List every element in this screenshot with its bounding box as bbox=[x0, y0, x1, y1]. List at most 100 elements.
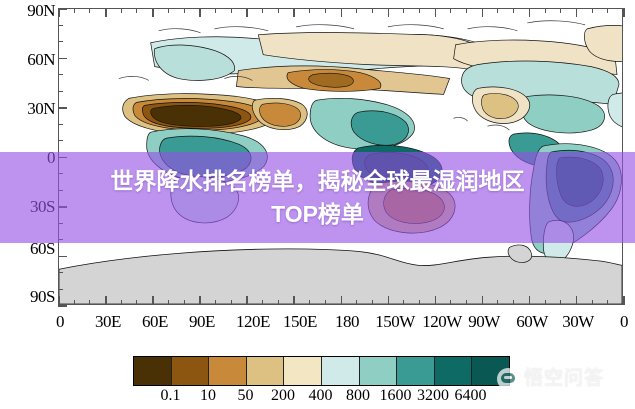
x-tick-minor bbox=[120, 300, 122, 305]
x-tick-minor bbox=[214, 8, 216, 13]
x-tick bbox=[199, 8, 201, 17]
y-tick-label: 30N bbox=[27, 99, 55, 118]
x-tick-minor bbox=[214, 300, 216, 305]
colorbar-tick-label: 50 bbox=[237, 387, 254, 404]
x-tick bbox=[575, 296, 578, 305]
colorbar-tick-label: 10 bbox=[200, 387, 216, 404]
x-tick-label: 60E bbox=[142, 312, 168, 331]
x-tick bbox=[623, 8, 625, 17]
x-tick-label: 150E bbox=[283, 312, 317, 331]
x-tick bbox=[105, 296, 107, 305]
x-tick bbox=[434, 296, 437, 305]
x-tick bbox=[58, 296, 60, 305]
x-tick-minor bbox=[73, 300, 75, 305]
x-tick-minor bbox=[513, 300, 515, 305]
x-tick-minor bbox=[591, 8, 593, 13]
x-tick-minor bbox=[230, 8, 232, 13]
x-tick-minor bbox=[324, 8, 326, 13]
y-tick-label: 60N bbox=[27, 50, 55, 69]
x-tick-minor bbox=[513, 8, 515, 13]
colorbar-swatch bbox=[134, 357, 171, 385]
y-tick-minor bbox=[58, 24, 63, 26]
x-tick bbox=[340, 296, 342, 305]
y-tick-minor bbox=[58, 41, 63, 42]
colorbar-labels: 0.1 10 50 200 400 800 1600 3200 6400 bbox=[0, 387, 635, 409]
page-title: 世界降水排名榜单，揭秘全球最湿润地区 TOP榜单 bbox=[0, 152, 635, 243]
y-axis-labels: 90N 60N 30N 0 30S 60S 90S bbox=[0, 0, 55, 310]
x-tick-minor bbox=[136, 8, 138, 13]
y-tick-label: 60S bbox=[30, 239, 55, 258]
colorbar-tick-label: 1600 bbox=[379, 387, 412, 404]
x-tick-minor bbox=[403, 300, 405, 305]
x-tick-minor bbox=[591, 300, 593, 305]
x-tick-minor bbox=[309, 300, 311, 305]
x-tick-minor bbox=[418, 300, 420, 305]
x-tick bbox=[623, 296, 625, 305]
x-tick-minor bbox=[466, 300, 468, 305]
x-tick-minor bbox=[73, 8, 75, 13]
y-tick-minor bbox=[58, 74, 63, 75]
x-tick bbox=[387, 296, 390, 305]
colorbar-tick-label: 200 bbox=[271, 387, 295, 404]
y-tick bbox=[58, 107, 67, 109]
x-tick bbox=[105, 8, 107, 17]
x-tick-label: 0 bbox=[56, 312, 65, 331]
y-tick-minor bbox=[58, 90, 63, 92]
map-plot-area bbox=[58, 8, 623, 305]
y-tick-minor bbox=[58, 288, 63, 290]
colorbar-tick-label: 6400 bbox=[454, 387, 487, 404]
y-tick bbox=[58, 255, 67, 257]
colorbar-swatch bbox=[208, 357, 246, 385]
x-tick-label: 30W bbox=[562, 312, 594, 331]
x-tick-minor bbox=[560, 8, 562, 13]
x-tick bbox=[293, 296, 295, 305]
x-tick-minor bbox=[356, 300, 358, 305]
y-tick-minor bbox=[58, 272, 63, 273]
y-tick bbox=[58, 57, 67, 59]
colorbar-swatch bbox=[320, 357, 359, 385]
x-tick-minor bbox=[356, 8, 358, 13]
x-tick bbox=[575, 8, 578, 17]
x-tick-label: 60W bbox=[516, 312, 548, 331]
x-tick-minor bbox=[544, 300, 546, 305]
colorbar-swatch bbox=[170, 357, 209, 385]
x-tick-minor bbox=[89, 8, 91, 13]
title-line-2: TOP榜单 bbox=[271, 200, 364, 227]
x-tick-minor bbox=[183, 300, 185, 305]
x-tick-minor bbox=[607, 8, 609, 13]
x-tick-label: 120E bbox=[236, 312, 270, 331]
colorbar-tick-label: 3200 bbox=[417, 387, 449, 404]
x-axis-labels: 0 30E 60E 90E 120E 150E 180 150W 120W 90… bbox=[0, 313, 635, 335]
x-tick-minor bbox=[262, 8, 264, 13]
x-tick-minor bbox=[183, 8, 185, 13]
x-tick bbox=[246, 296, 248, 305]
x-tick bbox=[246, 8, 248, 17]
x-tick-minor bbox=[560, 300, 562, 305]
x-tick-minor bbox=[89, 300, 91, 305]
x-tick bbox=[340, 8, 342, 17]
x-tick-minor bbox=[324, 300, 326, 305]
x-tick-minor bbox=[418, 8, 420, 13]
x-tick-minor bbox=[230, 300, 232, 305]
x-tick-minor bbox=[167, 8, 169, 13]
colorbar-swatch bbox=[245, 357, 284, 385]
x-tick-minor bbox=[120, 8, 122, 13]
y-tick-label: 90S bbox=[30, 287, 55, 306]
x-tick-minor bbox=[262, 300, 264, 305]
y-tick-minor bbox=[58, 140, 63, 141]
x-tick-minor bbox=[450, 8, 452, 13]
colorbar: 0.1 10 50 200 400 800 1600 3200 6400 bbox=[0, 352, 635, 404]
x-tick bbox=[434, 8, 437, 17]
x-tick-minor bbox=[403, 8, 405, 13]
x-tick-label: 180 bbox=[335, 312, 360, 331]
y-tick bbox=[58, 8, 67, 10]
x-tick-minor bbox=[136, 300, 138, 305]
x-tick bbox=[293, 8, 295, 17]
colorbar-swatch bbox=[283, 357, 321, 385]
x-tick-label: 90W bbox=[468, 312, 500, 331]
x-tick bbox=[481, 296, 484, 305]
x-tick-minor bbox=[371, 8, 373, 13]
colorbar-tick-label: 0.1 bbox=[160, 387, 181, 404]
x-tick-minor bbox=[450, 300, 452, 305]
